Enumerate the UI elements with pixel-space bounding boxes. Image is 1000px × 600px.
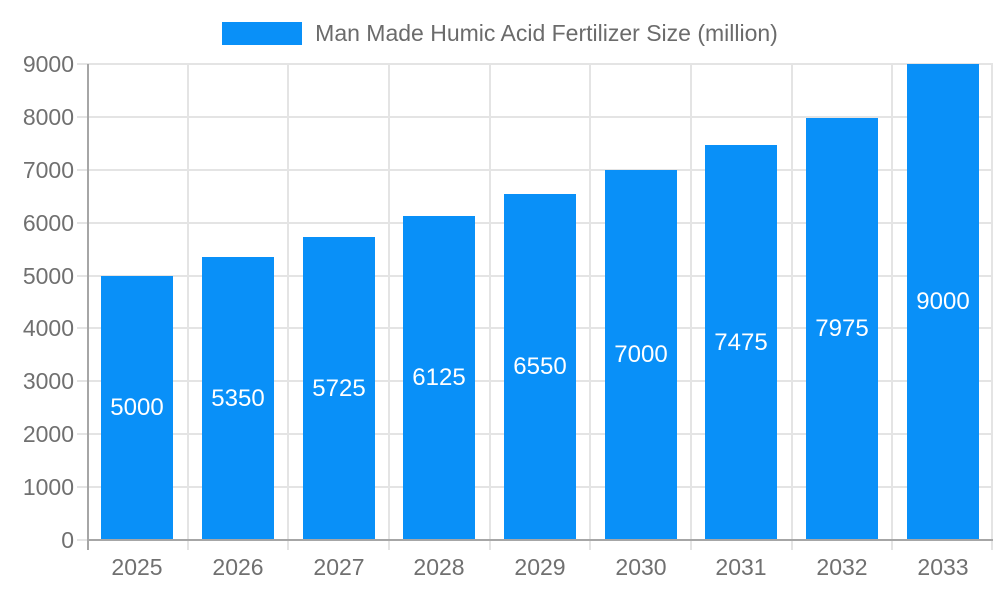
y-tick xyxy=(77,221,87,224)
x-tick-label: 2025 xyxy=(111,554,163,580)
bar-value-label: 6125 xyxy=(412,364,466,391)
bar[interactable]: 5000 xyxy=(101,276,173,540)
bar[interactable]: 9000 xyxy=(907,64,979,540)
y-tick-label: 5000 xyxy=(22,262,74,289)
legend: Man Made Humic Acid Fertilizer Size (mil… xyxy=(0,19,1000,47)
x-tick xyxy=(287,540,289,550)
y-tick xyxy=(77,486,87,489)
bar[interactable]: 7000 xyxy=(605,170,677,540)
bar-value-label: 5350 xyxy=(211,384,265,412)
x-tick-label: 2031 xyxy=(715,554,767,580)
gridline-horizontal xyxy=(87,168,993,171)
y-tick xyxy=(77,168,87,171)
bar[interactable]: 5350 xyxy=(202,257,274,540)
x-tick xyxy=(489,540,491,550)
y-tick xyxy=(77,63,87,65)
gridline-vertical xyxy=(489,64,491,540)
bar-value-label: 6550 xyxy=(513,353,567,380)
y-tick xyxy=(77,327,87,330)
y-tick-label: 1000 xyxy=(22,474,74,501)
gridline-vertical xyxy=(891,64,893,540)
y-tick xyxy=(77,115,87,118)
x-tick xyxy=(991,540,993,550)
x-tick-label: 2030 xyxy=(615,554,667,580)
bar[interactable]: 7975 xyxy=(806,118,878,540)
legend-swatch-icon xyxy=(222,21,303,45)
y-tick xyxy=(77,274,87,277)
y-tick-label: 9000 xyxy=(22,51,74,77)
x-tick xyxy=(891,540,893,550)
y-axis-line xyxy=(87,64,89,550)
x-tick-label: 2028 xyxy=(413,554,465,580)
bar-value-label: 7475 xyxy=(714,328,768,356)
y-tick xyxy=(77,539,87,541)
bar-value-label: 7000 xyxy=(614,341,668,368)
y-tick xyxy=(77,380,87,383)
bar-value-label: 5725 xyxy=(312,374,366,402)
bar[interactable]: 5725 xyxy=(303,237,375,540)
legend-label: Man Made Humic Acid Fertilizer Size (mil… xyxy=(315,20,778,46)
x-tick-label: 2032 xyxy=(816,554,868,580)
gridline-vertical xyxy=(791,64,793,540)
x-tick xyxy=(388,540,390,550)
x-tick xyxy=(187,540,189,550)
bar-value-label: 5000 xyxy=(110,394,164,421)
y-tick xyxy=(77,433,87,436)
y-tick-label: 8000 xyxy=(22,103,74,130)
x-tick xyxy=(589,540,591,550)
y-tick-label: 6000 xyxy=(22,209,74,236)
x-tick-label: 2029 xyxy=(514,554,566,580)
gridline-horizontal xyxy=(87,115,993,118)
y-tick-label: 3000 xyxy=(22,368,74,395)
bar[interactable]: 7475 xyxy=(705,145,777,540)
bar[interactable]: 6550 xyxy=(504,194,576,540)
y-tick-label: 2000 xyxy=(22,421,74,448)
y-tick-label: 0 xyxy=(61,527,74,553)
x-tick-label: 2027 xyxy=(313,554,365,580)
bar-value-label: 9000 xyxy=(916,288,970,315)
gridline-vertical xyxy=(287,64,289,540)
gridline-vertical xyxy=(388,64,390,540)
gridline-vertical xyxy=(589,64,591,540)
y-tick-label: 4000 xyxy=(22,315,74,342)
x-tick-label: 2033 xyxy=(917,554,969,580)
x-axis-line xyxy=(87,539,993,541)
x-tick xyxy=(690,540,692,550)
bar[interactable]: 6125 xyxy=(403,216,475,540)
gridline-vertical xyxy=(991,64,993,540)
gridline-vertical xyxy=(690,64,692,540)
legend-item[interactable]: Man Made Humic Acid Fertilizer Size (mil… xyxy=(222,20,778,46)
plot-area: 5000 5350 5725 6125 6550 7000 7475 7975 9000 xyxy=(77,63,993,550)
y-tick-label: 7000 xyxy=(22,156,74,183)
bar-value-label: 7975 xyxy=(815,315,869,342)
gridline-vertical xyxy=(187,64,189,540)
x-tick-label: 2026 xyxy=(212,554,264,580)
gridline-horizontal xyxy=(87,63,993,65)
x-tick xyxy=(791,540,793,550)
